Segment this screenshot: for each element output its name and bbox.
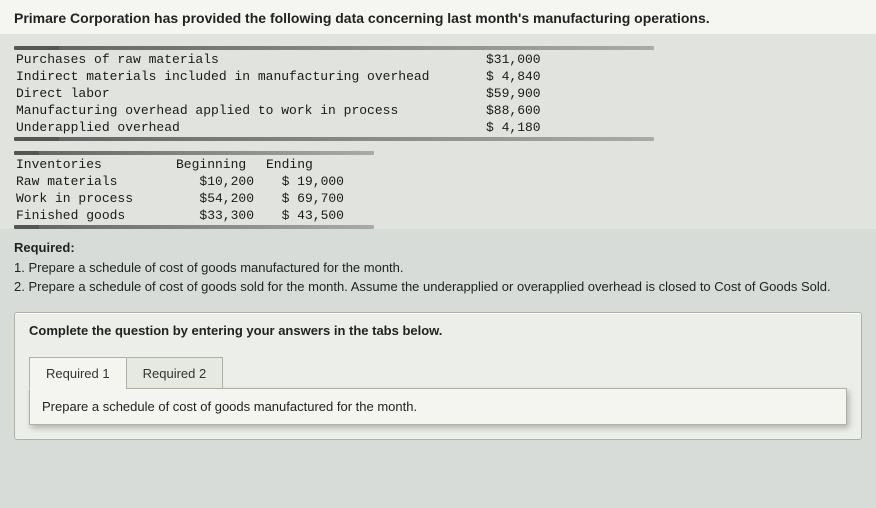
divider-bottom-1 — [14, 137, 654, 141]
table-row: Work in process $54,200 $ 69,700 — [14, 190, 354, 207]
row-label: Underapplied overhead — [14, 119, 484, 136]
divider-top-1 — [14, 46, 654, 50]
row-value: $59,900 — [484, 85, 551, 102]
table-row: Purchases of raw materials $31,000 — [14, 51, 551, 68]
table-row: Manufacturing overhead applied to work i… — [14, 102, 551, 119]
tabs-row: Required 1 Required 2 — [29, 356, 847, 388]
table-row: Underapplied overhead $ 4,180 — [14, 119, 551, 136]
instruction-text: Complete the question by entering your a… — [29, 323, 847, 338]
content-panel: Purchases of raw materials $31,000 Indir… — [0, 34, 876, 229]
row-label: Finished goods — [14, 207, 174, 224]
cost-data-table: Purchases of raw materials $31,000 Indir… — [14, 51, 551, 136]
table-row: Finished goods $33,300 $ 43,500 — [14, 207, 354, 224]
row-value: $31,000 — [484, 51, 551, 68]
row-value: $54,200 — [174, 190, 264, 207]
row-label: Indirect materials included in manufactu… — [14, 68, 484, 85]
tab-pane: Prepare a schedule of cost of goods manu… — [29, 388, 847, 425]
row-value: $10,200 — [174, 173, 264, 190]
tab-required-1[interactable]: Required 1 — [29, 357, 127, 389]
row-value: $ 4,840 — [484, 68, 551, 85]
row-value: $88,600 — [484, 102, 551, 119]
required-item-2: 2. Prepare a schedule of cost of goods s… — [14, 278, 862, 296]
table-header-row: Inventories Beginning Ending — [14, 156, 354, 173]
row-value: $ 4,180 — [484, 119, 551, 136]
col-header: Ending — [264, 156, 354, 173]
required-block: Required: 1. Prepare a schedule of cost … — [0, 239, 876, 296]
row-value: $ 43,500 — [264, 207, 354, 224]
row-value: $ 19,000 — [264, 173, 354, 190]
inventories-table: Inventories Beginning Ending Raw materia… — [14, 156, 354, 224]
divider-bottom-2 — [14, 225, 374, 229]
required-item-1: 1. Prepare a schedule of cost of goods m… — [14, 259, 862, 277]
inventories-block: Inventories Beginning Ending Raw materia… — [14, 151, 862, 229]
divider-top-2 — [14, 151, 374, 155]
problem-intro: Primare Corporation has provided the fol… — [0, 0, 876, 34]
table-row: Indirect materials included in manufactu… — [14, 68, 551, 85]
row-label: Purchases of raw materials — [14, 51, 484, 68]
table-row: Raw materials $10,200 $ 19,000 — [14, 173, 354, 190]
table-row: Direct labor $59,900 — [14, 85, 551, 102]
row-label: Raw materials — [14, 173, 174, 190]
answer-box: Complete the question by entering your a… — [14, 312, 862, 440]
row-value: $33,300 — [174, 207, 264, 224]
tab-required-2[interactable]: Required 2 — [126, 357, 224, 389]
row-label: Manufacturing overhead applied to work i… — [14, 102, 484, 119]
col-header: Inventories — [14, 156, 174, 173]
cost-data-block: Purchases of raw materials $31,000 Indir… — [14, 46, 862, 141]
row-label: Work in process — [14, 190, 174, 207]
required-heading: Required: — [14, 240, 75, 255]
row-value: $ 69,700 — [264, 190, 354, 207]
col-header: Beginning — [174, 156, 264, 173]
row-label: Direct labor — [14, 85, 484, 102]
tab-pane-text: Prepare a schedule of cost of goods manu… — [42, 399, 417, 414]
